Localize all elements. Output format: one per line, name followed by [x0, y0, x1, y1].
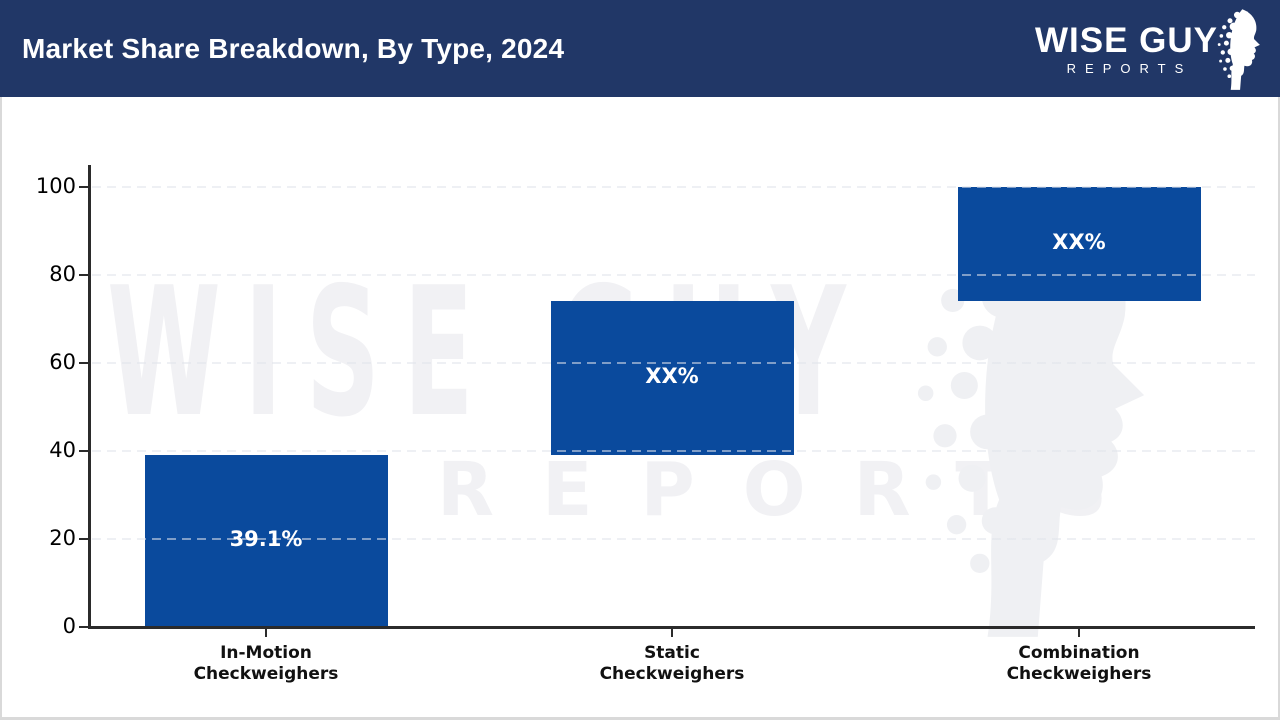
bar-value-label: XX%: [1052, 229, 1106, 254]
header-bar: Market Share Breakdown, By Type, 2024 WI…: [0, 0, 1280, 97]
bar-value-label: 39.1%: [229, 526, 303, 551]
y-tick-label: 100: [35, 174, 76, 198]
y-tick-label: 0: [62, 614, 76, 638]
logo-wordmark: WISE GUY: [1034, 20, 1218, 60]
y-tick: [79, 274, 88, 276]
x-tick: [265, 629, 267, 637]
wiseguy-logo: WISE GUY REPORTS: [1035, 7, 1266, 90]
logo-text: WISE GUY REPORTS: [1035, 23, 1218, 75]
bar: [550, 300, 794, 455]
y-tick: [79, 362, 88, 364]
logo-subtext: REPORTS: [1066, 60, 1193, 76]
gridline: [92, 186, 1255, 188]
y-tick-label: 40: [49, 438, 76, 462]
gridline: [92, 538, 1255, 540]
gridline: [92, 450, 1255, 452]
logo-face-icon: [1217, 9, 1260, 90]
category-label: Static Checkweighers: [599, 643, 745, 684]
y-tick-label: 80: [49, 262, 76, 286]
y-tick-label: 60: [49, 350, 76, 374]
bar-value-label: XX%: [645, 363, 699, 388]
y-tick: [79, 626, 88, 628]
bar: [957, 187, 1201, 301]
y-tick-label: 20: [49, 526, 76, 550]
y-tick: [79, 186, 88, 188]
gridline: [92, 274, 1255, 276]
page-title: Market Share Breakdown, By Type, 2024: [22, 32, 565, 64]
y-tick: [79, 450, 88, 452]
category-label: Combination Checkweighers: [1006, 643, 1152, 684]
category-label: In-Motion Checkweighers: [193, 643, 339, 684]
bar: [144, 454, 388, 627]
x-tick: [671, 629, 673, 637]
x-tick: [1078, 629, 1080, 637]
x-axis-line: [90, 626, 1255, 629]
gridline: [92, 362, 1255, 364]
y-axis-line: [88, 165, 91, 629]
chart-area: WISE GUY REPORTS 0 20 40 60 80 100 39.1% In-Mot…: [2, 97, 1278, 717]
y-tick: [79, 538, 88, 540]
